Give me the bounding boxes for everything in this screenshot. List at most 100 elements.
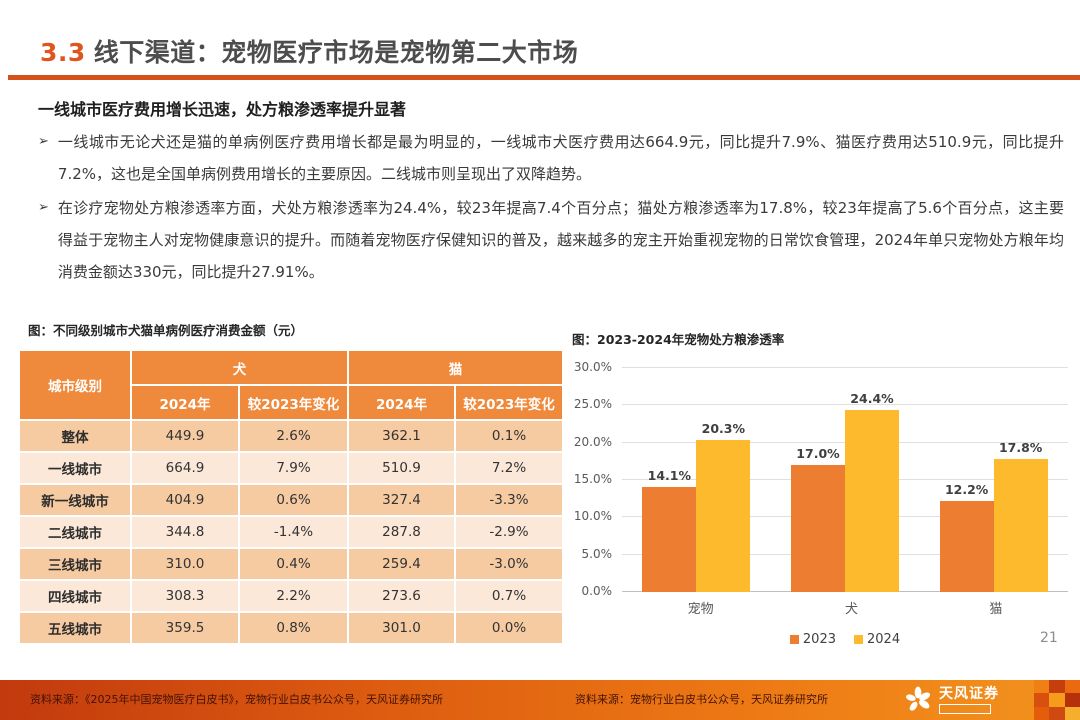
chart-caption: 图：2023-2024年宠物处方粮渗透率 xyxy=(572,332,785,347)
x-category-label: 宠物 xyxy=(687,602,714,617)
source-note-left: 资料来源：《2025年中国宠物医疗白皮书》，宠物行业白皮书公众号，天风证券研究所 xyxy=(30,693,443,706)
arrow-bullet-icon: ➢ xyxy=(38,134,49,149)
bar-2024: 20.3% xyxy=(696,421,751,592)
table-cell: 0.1% xyxy=(456,421,562,451)
table-cell: 0.0% xyxy=(456,613,562,643)
row-label-cell: 一线城市 xyxy=(20,453,130,483)
row-label-cell: 新一线城市 xyxy=(20,485,130,515)
bar-value-label: 12.2% xyxy=(944,481,989,497)
bar-value-label: 17.0% xyxy=(796,446,840,462)
row-label-cell: 二线城市 xyxy=(20,517,130,547)
group-header-cell: 猫 xyxy=(349,351,562,384)
table-row: 整体 449.9 2.6% 362.1 0.1% xyxy=(20,421,562,451)
arrow-bullet-icon: ➢ xyxy=(38,200,49,215)
legend-label: 2024 xyxy=(867,632,901,647)
table-cell: 0.6% xyxy=(240,485,347,515)
table-cell: 7.9% xyxy=(240,453,347,483)
bar-group: 14.1% 20.3% xyxy=(642,421,751,592)
bar-rect xyxy=(844,409,899,592)
bar-value-label: 20.3% xyxy=(701,421,746,437)
table-cell: -2.9% xyxy=(456,517,562,547)
table-cell: 0.7% xyxy=(456,581,562,611)
mosaic-tile xyxy=(1064,706,1080,720)
bullet-text: 在诊疗宠物处方粮渗透率方面，犬处方粮渗透率为24.4%，较23年提高7.4个百分… xyxy=(57,199,1064,281)
bar-rect xyxy=(696,440,751,592)
bar-group: 17.0% 24.4% xyxy=(790,391,899,592)
chart-x-labels: 宠物 犬 猫 xyxy=(622,598,1068,617)
y-tick-label: 10.0% xyxy=(573,509,612,524)
column-header-cell: 2024年 xyxy=(349,386,454,419)
footer-bar: 资料来源：《2025年中国宠物医疗白皮书》，宠物行业白皮书公众号，天风证券研究所… xyxy=(0,680,1080,720)
mosaic-tile xyxy=(1034,680,1050,694)
source-note-right: 资料来源：宠物行业白皮书公众号，天风证券研究所 xyxy=(575,693,828,706)
flower-logo-icon xyxy=(906,686,931,711)
table-cell: 273.6 xyxy=(349,581,454,611)
y-tick-label: 20.0% xyxy=(573,434,612,449)
table-cell: 327.4 xyxy=(349,485,454,515)
bar-group: 12.2% 17.8% xyxy=(939,440,1048,592)
table-body: 整体 449.9 2.6% 362.1 0.1% 一线城市 664.9 7.9% 510.9 7.… xyxy=(20,421,562,643)
chart-yaxis: 30.0% 25.0% 20.0% 15.0% 10.0% 5.0% 0.0% xyxy=(570,360,616,598)
summary-heading: 一线城市医疗费用增长迅速，处方粮渗透率提升显著 xyxy=(38,100,407,119)
logo-tagline-box xyxy=(939,703,991,714)
mosaic-tile xyxy=(1064,693,1080,707)
legend-swatch xyxy=(789,635,799,644)
table-cell: 510.9 xyxy=(349,453,454,483)
bar-2023: 14.1% xyxy=(642,468,697,592)
table-row: 五线城市 359.5 0.8% 301.0 0.0% xyxy=(20,613,562,643)
y-tick-label: 25.0% xyxy=(573,397,612,412)
bullet-item: ➢ 一线城市无论犬还是猫的单病例医疗费用增长都是最为明显的，一线城市犬医疗费用达… xyxy=(38,126,1064,190)
table-cell: 449.9 xyxy=(132,421,238,451)
table-caption: 图：不同级别城市犬猫单病例医疗消费金额（元） xyxy=(28,323,304,338)
corner-header-cell: 城市级别 xyxy=(20,351,130,419)
page-title-text: 线下渠道：宠物医疗市场是宠物第二大市场 xyxy=(93,38,579,67)
bar-rect xyxy=(790,465,845,592)
legend-swatch xyxy=(854,635,863,644)
mosaic-tile xyxy=(1064,680,1080,694)
mosaic-tile xyxy=(1034,706,1050,720)
group-header-cell: 犬 xyxy=(132,351,347,384)
chart-plot: 14.1% 20.3% 17.0% 24.4% 12.2% 17.8% xyxy=(622,367,1068,592)
bar-2023: 12.2% xyxy=(939,482,994,592)
table-subheader-row: 2024年 较2023年变化 2024年 较2023年变化 xyxy=(20,386,562,419)
summary-bullets: ➢ 一线城市无论犬还是猫的单病例医疗费用增长都是最为明显的，一线城市犬医疗费用达… xyxy=(38,126,1064,290)
table-row: 新一线城市 404.9 0.6% 327.4 -3.3% xyxy=(20,485,562,515)
footer-mosaic-decoration xyxy=(1034,680,1080,720)
bar-value-label: 14.1% xyxy=(647,467,692,483)
y-tick-label: 0.0% xyxy=(581,584,613,598)
column-header-cell: 较2023年变化 xyxy=(456,386,562,419)
table-cell: 308.3 xyxy=(132,581,238,611)
chart-legend: 2023 2024 xyxy=(622,632,1068,647)
row-label-cell: 五线城市 xyxy=(20,613,130,643)
table-cell: -1.4% xyxy=(240,517,347,547)
table-row: 三线城市 310.0 0.4% 259.4 -3.0% xyxy=(20,549,562,579)
title-divider xyxy=(8,75,1080,80)
bar-rect xyxy=(642,486,697,592)
table-row: 四线城市 308.3 2.2% 273.6 0.7% xyxy=(20,581,562,611)
mosaic-tile xyxy=(1049,680,1065,694)
column-header-cell: 2024年 xyxy=(132,386,238,419)
city-medical-cost-table: 城市级别犬猫 2024年 较2023年变化 2024年 较2023年变化 整体 449.9… xyxy=(18,349,564,645)
table-cell: 344.8 xyxy=(132,517,238,547)
row-label-cell: 四线城市 xyxy=(20,581,130,611)
x-category-label: 犬 xyxy=(844,602,858,617)
column-header-cell: 较2023年变化 xyxy=(240,386,347,419)
table-cell: 0.8% xyxy=(240,613,347,643)
table-row: 二线城市 344.8 -1.4% 287.8 -2.9% xyxy=(20,517,562,547)
gridline xyxy=(622,404,1068,406)
table-cell: 0.4% xyxy=(240,549,347,579)
table-cell: 664.9 xyxy=(132,453,238,483)
table-cell: -3.3% xyxy=(456,485,562,515)
bar-rect xyxy=(993,459,1048,592)
gridline xyxy=(622,367,1068,368)
legend-label: 2023 xyxy=(802,632,836,647)
table-cell: 359.5 xyxy=(132,613,238,643)
tianfeng-logo: 天风证券 xyxy=(903,680,999,720)
penetration-bar-chart: 30.0% 25.0% 20.0% 15.0% 10.0% 5.0% 0.0% 14.1% 2… xyxy=(570,352,1074,664)
y-tick-label: 15.0% xyxy=(573,472,612,486)
table-cell: 259.4 xyxy=(349,549,454,579)
x-category-label: 猫 xyxy=(989,602,1003,617)
bullet-text: 一线城市无论犬还是猫的单病例医疗费用增长都是最为明显的，一线城市犬医疗费用达66… xyxy=(57,133,1064,183)
bullet-item: ➢ 在诊疗宠物处方粮渗透率方面，犬处方粮渗透率为24.4%，较23年提高7.4个… xyxy=(38,192,1064,288)
